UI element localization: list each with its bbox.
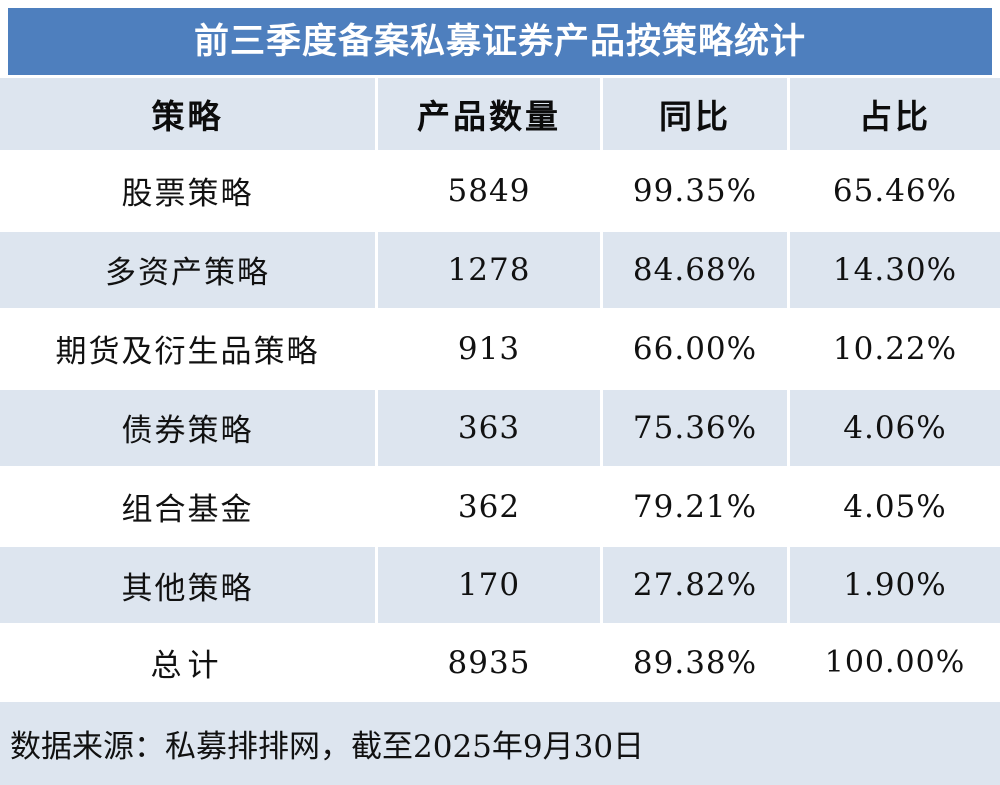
cell-yoy: 99.35% — [603, 153, 790, 229]
cell-yoy: 66.00% — [603, 310, 790, 387]
source-note: 数据来源：私募排排网，截至2025年9月30日 — [0, 702, 1000, 785]
table-row: 其他策略 170 27.82% 1.90% — [0, 547, 1000, 627]
cell-share: 4.06% — [790, 389, 1000, 466]
cell-count: 362 — [378, 468, 603, 545]
cell-share: 65.46% — [790, 153, 1000, 229]
cell-yoy: 84.68% — [603, 231, 790, 308]
cell-share: 1.90% — [790, 547, 1000, 624]
column-header-yoy: 同比 — [603, 78, 790, 150]
cell-total-share: 100.00% — [790, 626, 1000, 700]
cell-share: 14.30% — [790, 231, 1000, 308]
table-row: 组合基金 362 79.21% 4.05% — [0, 468, 1000, 548]
table-total-row: 总计 8935 89.38% 100.00% — [0, 626, 1000, 703]
cell-yoy: 75.36% — [603, 389, 790, 466]
table-row: 期货及衍生品策略 913 66.00% 10.22% — [0, 310, 1000, 390]
table-header-row: 策略 产品数量 同比 占比 — [0, 78, 1000, 153]
column-header-product-count: 产品数量 — [378, 78, 603, 150]
cell-total-yoy: 89.38% — [603, 626, 790, 700]
cell-count: 170 — [378, 547, 603, 624]
cell-strategy: 其他策略 — [0, 547, 378, 624]
cell-count: 913 — [378, 310, 603, 387]
table-grid: 策略 产品数量 同比 占比 股票策略 5849 99.35% 65.46% 多资… — [0, 78, 1000, 785]
cell-total-label: 总计 — [0, 626, 378, 700]
cell-count: 363 — [378, 389, 603, 466]
page-title: 前三季度备案私募证券产品按策略统计 — [193, 21, 806, 62]
table-row: 债券策略 363 75.36% 4.06% — [0, 389, 1000, 469]
cell-yoy: 27.82% — [603, 547, 790, 624]
cell-strategy: 债券策略 — [0, 389, 378, 466]
cell-yoy: 79.21% — [603, 468, 790, 545]
cell-strategy: 股票策略 — [0, 153, 378, 229]
table-row: 多资产策略 1278 84.68% 14.30% — [0, 231, 1000, 311]
table-source-row: 数据来源：私募排排网，截至2025年9月30日 — [0, 702, 1000, 785]
table-row: 股票策略 5849 99.35% 65.46% — [0, 153, 1000, 232]
cell-strategy: 多资产策略 — [0, 231, 378, 308]
cell-strategy: 组合基金 — [0, 468, 378, 545]
column-header-share: 占比 — [790, 78, 1000, 150]
cell-share: 4.05% — [790, 468, 1000, 545]
column-header-strategy: 策略 — [0, 78, 378, 150]
cell-strategy: 期货及衍生品策略 — [0, 310, 378, 387]
cell-count: 1278 — [378, 231, 603, 308]
cell-count: 5849 — [378, 153, 603, 229]
cell-share: 10.22% — [790, 310, 1000, 387]
table-title-bar: 前三季度备案私募证券产品按策略统计 — [8, 8, 992, 75]
cell-total-count: 8935 — [378, 626, 603, 700]
